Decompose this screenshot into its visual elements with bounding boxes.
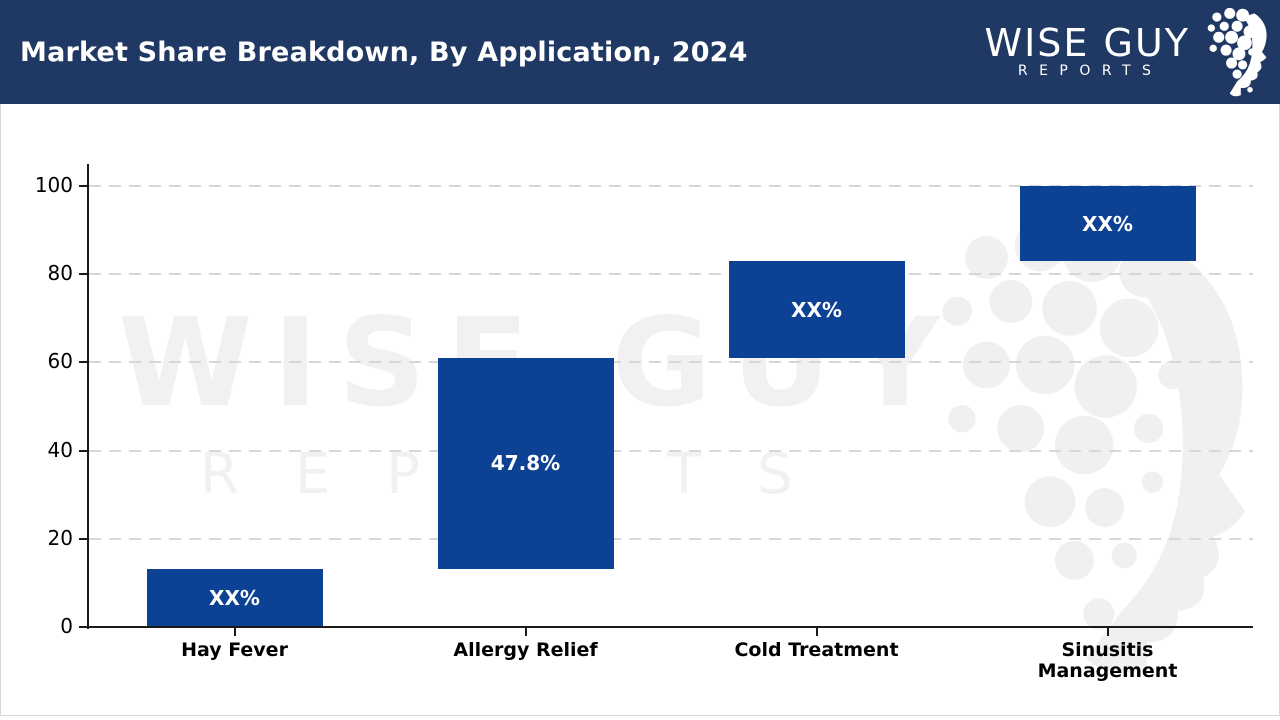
header-bar: Market Share Breakdown, By Application, … xyxy=(0,0,1280,104)
logo-wordmark: WISE GUY xyxy=(984,21,1190,66)
page-title: Market Share Breakdown, By Application, … xyxy=(20,36,748,68)
bar-value-label: XX% xyxy=(791,297,842,322)
bar-value-label: XX% xyxy=(1082,211,1133,236)
bar-value-label: 47.8% xyxy=(490,451,561,476)
x-tick-mark xyxy=(1106,628,1109,636)
gridline-80 xyxy=(89,273,1253,276)
y-tick-mark xyxy=(79,537,87,540)
x-tick-mark xyxy=(815,628,818,636)
y-axis-line xyxy=(87,164,89,629)
y-tick-mark xyxy=(79,449,87,452)
category-label: Sinusitis Management xyxy=(1037,639,1178,682)
bar-segment: XX% xyxy=(146,568,323,627)
bar-segment: 47.8% xyxy=(437,358,614,569)
category-label: Cold Treatment xyxy=(734,639,899,661)
y-tick-label: 60 xyxy=(47,349,73,374)
y-tick-mark xyxy=(79,626,87,628)
category-label: Hay Fever xyxy=(181,639,288,661)
gridline-60 xyxy=(89,361,1253,364)
wise-guy-logo: WISE GUY REPORTS xyxy=(985,6,1270,98)
logo-head-icon xyxy=(1184,6,1270,98)
category-label: Allergy Relief xyxy=(453,639,598,661)
x-tick-mark xyxy=(524,628,527,636)
gridline-20 xyxy=(89,537,1253,540)
x-axis-line xyxy=(87,626,1253,628)
y-tick-label: 40 xyxy=(47,437,73,462)
bar-value-label: XX% xyxy=(209,585,260,610)
gridline-100 xyxy=(89,185,1253,188)
x-tick-mark xyxy=(233,628,236,636)
gridline-40 xyxy=(89,449,1253,452)
y-tick-label: 20 xyxy=(47,525,73,550)
y-tick-mark xyxy=(79,185,87,188)
y-tick-label: 100 xyxy=(34,173,73,198)
y-tick-mark xyxy=(79,361,87,364)
logo-text: WISE GUY REPORTS xyxy=(984,21,1190,80)
y-tick-mark xyxy=(79,273,87,276)
bar-segment: XX% xyxy=(1019,186,1196,262)
logo-subtitle: REPORTS xyxy=(1017,63,1163,80)
y-tick-label: 0 xyxy=(60,614,73,638)
y-tick-label: 80 xyxy=(47,261,73,286)
bar-segment: XX% xyxy=(728,261,905,358)
